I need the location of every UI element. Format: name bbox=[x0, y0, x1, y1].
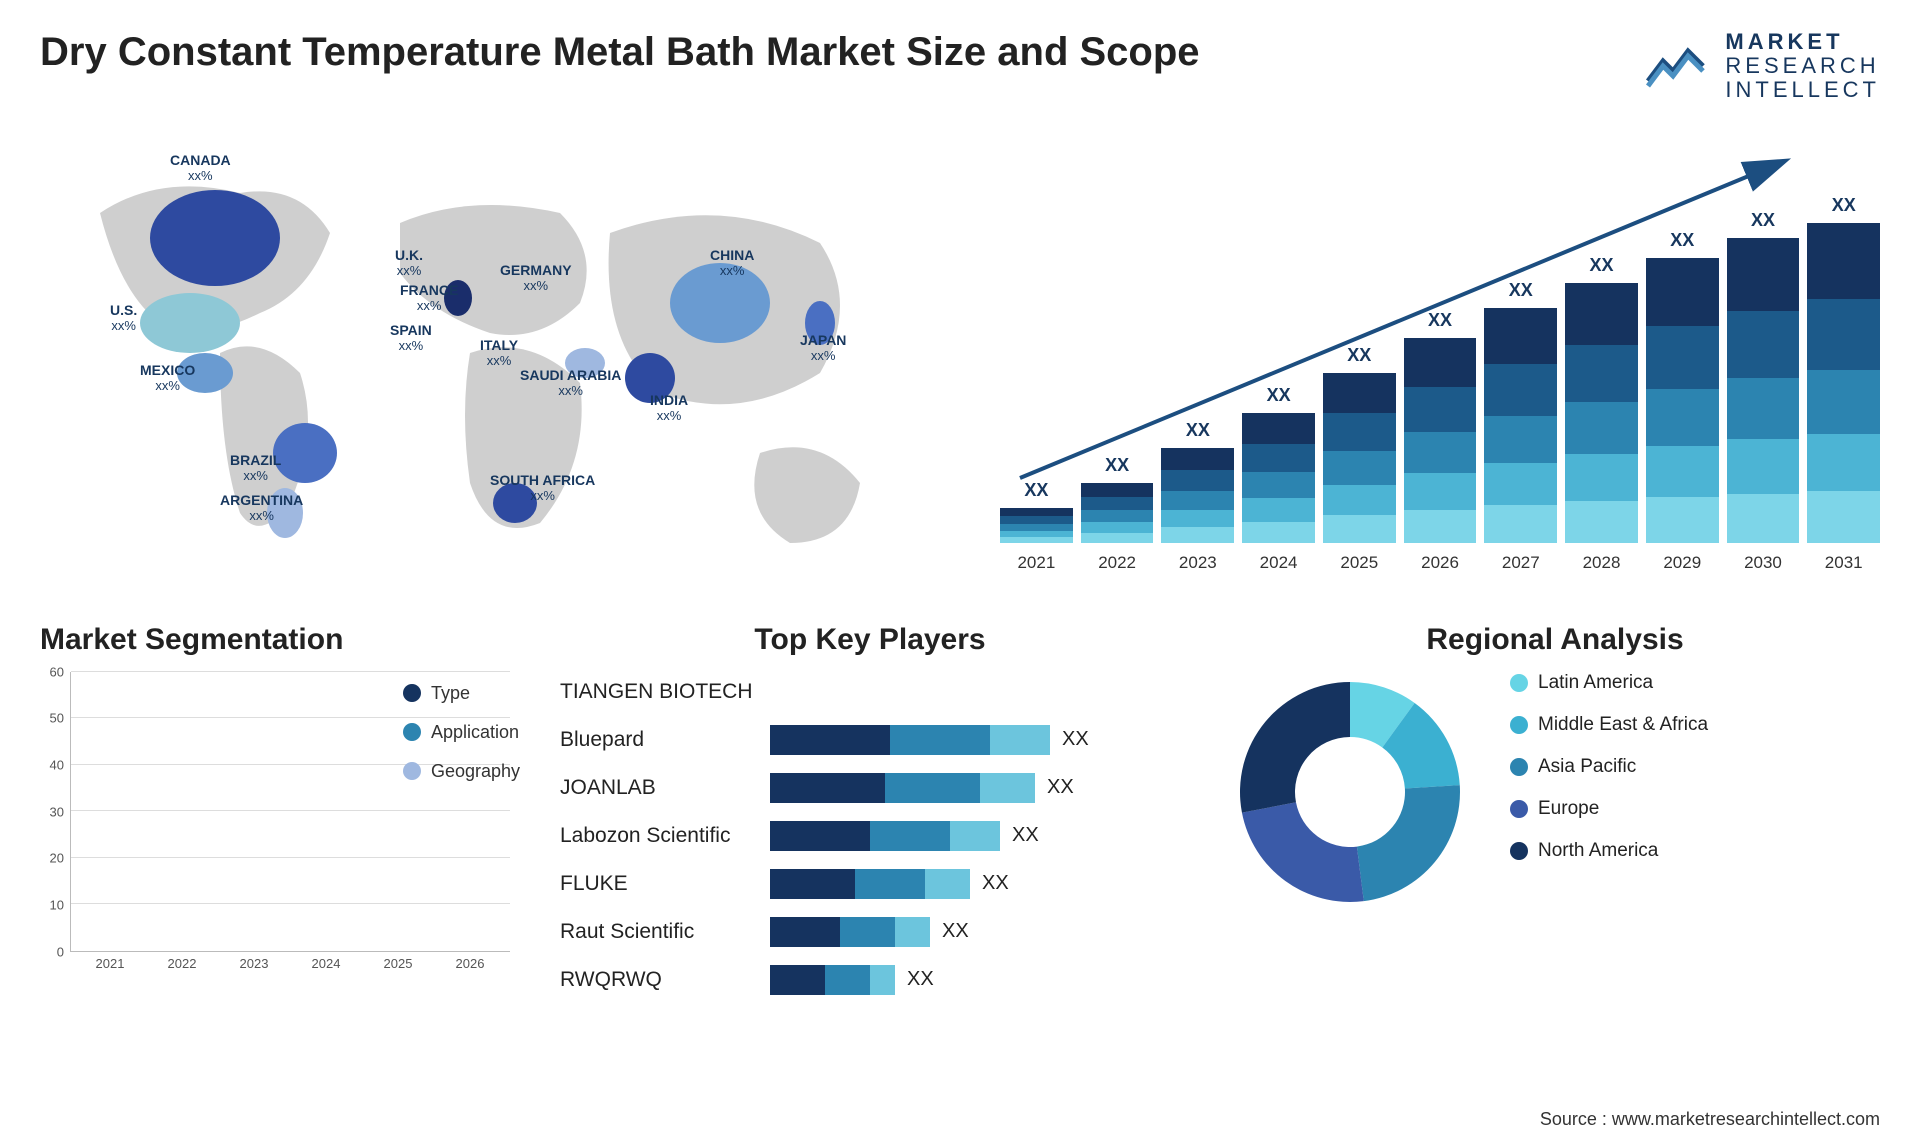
logo: MARKET RESEARCH INTELLECT bbox=[1643, 30, 1880, 103]
growth-bar: XX bbox=[1161, 448, 1234, 543]
player-value: XX bbox=[1012, 824, 1039, 847]
regional-title: Regional Analysis bbox=[1230, 623, 1880, 657]
growth-bar: XX bbox=[1565, 283, 1638, 543]
player-bar bbox=[770, 965, 895, 995]
map-label: BRAZILxx% bbox=[230, 453, 281, 484]
player-name: Labozon Scientific bbox=[560, 824, 770, 848]
donut-slice bbox=[1242, 802, 1364, 902]
player-bar bbox=[770, 917, 930, 947]
player-row: FLUKE XX bbox=[560, 864, 1180, 904]
legend-item: Application bbox=[403, 722, 520, 743]
legend-item: North America bbox=[1510, 840, 1708, 862]
growth-bar-label: XX bbox=[1242, 385, 1315, 406]
map-label: SOUTH AFRICAxx% bbox=[490, 473, 595, 504]
donut-slice bbox=[1240, 682, 1350, 813]
player-row: Labozon Scientific XX bbox=[560, 816, 1180, 856]
map-label: U.S.xx% bbox=[110, 303, 137, 334]
players-list: TIANGEN BIOTECHBluepardXXJOANLABXXLabozo… bbox=[560, 672, 1180, 1000]
growth-bar: XX bbox=[1323, 373, 1396, 543]
growth-bar-label: XX bbox=[1404, 310, 1477, 331]
legend-item: Middle East & Africa bbox=[1510, 714, 1708, 736]
growth-bar: XX bbox=[1646, 258, 1719, 543]
player-bar bbox=[770, 773, 1035, 803]
donut-legend: Latin America Middle East & Africa Asia Pa… bbox=[1510, 672, 1708, 882]
player-row: TIANGEN BIOTECH bbox=[560, 672, 1180, 712]
page-title: Dry Constant Temperature Metal Bath Mark… bbox=[40, 30, 1200, 75]
player-value: XX bbox=[1047, 776, 1074, 799]
players-title: Top Key Players bbox=[560, 623, 1180, 657]
growth-bar-label: XX bbox=[1081, 455, 1154, 476]
growth-bar: XX bbox=[1484, 308, 1557, 543]
header: Dry Constant Temperature Metal Bath Mark… bbox=[40, 30, 1880, 103]
bottom-row: Market Segmentation 0102030405060 202120… bbox=[40, 623, 1880, 1003]
donut-wrap: Latin America Middle East & Africa Asia Pa… bbox=[1230, 672, 1880, 912]
player-value: XX bbox=[942, 920, 969, 943]
legend-item: Latin America bbox=[1510, 672, 1708, 694]
segmentation-panel: Market Segmentation 0102030405060 202120… bbox=[40, 623, 510, 1003]
map-label: CHINAxx% bbox=[710, 248, 754, 279]
map-label: U.K.xx% bbox=[395, 248, 423, 279]
growth-bar-label: XX bbox=[1161, 420, 1234, 441]
legend-item: Geography bbox=[403, 761, 520, 782]
player-name: FLUKE bbox=[560, 872, 770, 896]
growth-bar-label: XX bbox=[1727, 210, 1800, 231]
player-row: JOANLAB XX bbox=[560, 768, 1180, 808]
map-label: SPAINxx% bbox=[390, 323, 432, 354]
player-row: Bluepard XX bbox=[560, 720, 1180, 760]
donut-slice bbox=[1357, 785, 1460, 901]
player-name: JOANLAB bbox=[560, 776, 770, 800]
player-value: XX bbox=[982, 872, 1009, 895]
map-label: FRANCExx% bbox=[400, 283, 458, 314]
key-players-panel: Top Key Players TIANGEN BIOTECH Bluepard X… bbox=[560, 623, 1180, 1003]
growth-chart-panel: XXXXXXXXXXXXXXXXXXXXXX 20212022202320242… bbox=[1000, 143, 1880, 573]
player-name: RWQRWQ bbox=[560, 968, 770, 992]
growth-bars: XXXXXXXXXXXXXXXXXXXXXX bbox=[1000, 203, 1880, 543]
map-label: INDIAxx% bbox=[650, 393, 688, 424]
map-label: GERMANYxx% bbox=[500, 263, 572, 294]
growth-bar: XX bbox=[1404, 338, 1477, 543]
player-bar bbox=[770, 821, 1000, 851]
logo-text: MARKET RESEARCH INTELLECT bbox=[1725, 30, 1880, 103]
growth-bar-label: XX bbox=[1484, 280, 1557, 301]
growth-x-labels: 2021202220232024202520262027202820292030… bbox=[1000, 553, 1880, 573]
growth-bar-label: XX bbox=[1323, 345, 1396, 366]
player-bar bbox=[770, 869, 970, 899]
growth-bar: XX bbox=[1081, 483, 1154, 543]
player-name: TIANGEN BIOTECH bbox=[560, 680, 770, 704]
growth-bar: XX bbox=[1242, 413, 1315, 543]
player-bar bbox=[770, 725, 1050, 755]
player-value: XX bbox=[907, 968, 934, 991]
map-label: CANADAxx% bbox=[170, 153, 231, 184]
map-label: JAPANxx% bbox=[800, 333, 846, 364]
map-label: ARGENTINAxx% bbox=[220, 493, 303, 524]
growth-bar-label: XX bbox=[1565, 255, 1638, 276]
growth-bar: XX bbox=[1807, 223, 1880, 543]
seg-x-labels: 202120222023202420252026 bbox=[70, 956, 510, 971]
legend-item: Asia Pacific bbox=[1510, 756, 1708, 778]
regional-panel: Regional Analysis Latin America Middle Ea… bbox=[1230, 623, 1880, 1003]
player-value: XX bbox=[1062, 728, 1089, 751]
seg-y-axis: 0102030405060 bbox=[40, 672, 70, 952]
legend-item: Europe bbox=[1510, 798, 1708, 820]
player-name: Bluepard bbox=[560, 728, 770, 752]
logo-icon bbox=[1643, 41, 1713, 91]
growth-bar-label: XX bbox=[1646, 230, 1719, 251]
map-label: MEXICOxx% bbox=[140, 363, 195, 394]
segmentation-title: Market Segmentation bbox=[40, 623, 510, 657]
top-row: CANADAxx% U.S.xx% MEXICOxx% BRAZILxx% ARGENT… bbox=[40, 143, 1880, 573]
map-label: ITALYxx% bbox=[480, 338, 518, 369]
world-map-panel: CANADAxx% U.S.xx% MEXICOxx% BRAZILxx% ARGENT… bbox=[40, 143, 940, 573]
player-row: Raut Scientific XX bbox=[560, 912, 1180, 952]
growth-bar-label: XX bbox=[1000, 480, 1073, 501]
player-name: Raut Scientific bbox=[560, 920, 770, 944]
growth-bar: XX bbox=[1727, 238, 1800, 543]
growth-bar: XX bbox=[1000, 508, 1073, 543]
donut-chart bbox=[1230, 672, 1470, 912]
map-label: SAUDI ARABIAxx% bbox=[520, 368, 621, 399]
legend-item: Type bbox=[403, 683, 520, 704]
source-label: Source : www.marketresearchintellect.com bbox=[1540, 1109, 1880, 1130]
growth-bar-label: XX bbox=[1807, 195, 1880, 216]
seg-legend: Type Application Geography bbox=[403, 683, 520, 800]
player-row: RWQRWQ XX bbox=[560, 960, 1180, 1000]
